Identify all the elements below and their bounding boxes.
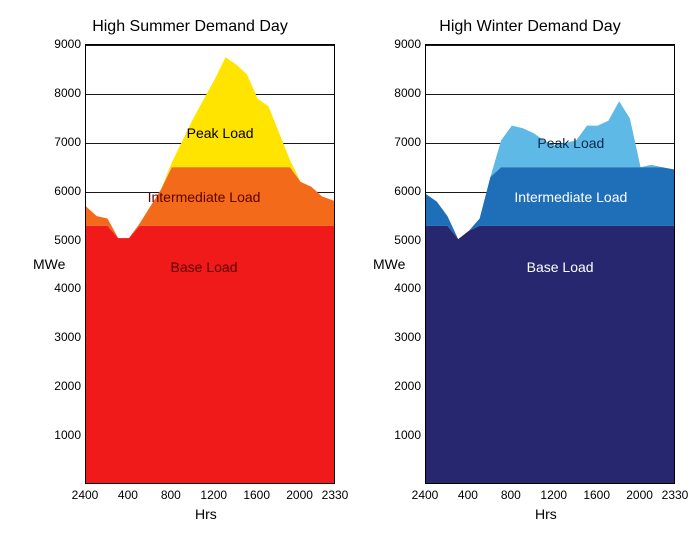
x-tick: 2330 [658, 488, 692, 502]
summer-chart: Base Load Intermediate Load Peak Load 1000… [30, 44, 350, 534]
y-tick: 5000 [381, 233, 421, 247]
y-tick: 9000 [381, 37, 421, 51]
y-tick: 6000 [41, 184, 81, 198]
x-tick: 2400 [408, 488, 442, 502]
winter-plot-box: Base Load Intermediate Load Peak Load [425, 44, 675, 484]
y-tick: 3000 [41, 330, 81, 344]
y-tick: 3000 [381, 330, 421, 344]
summer-panel: High Summer Demand Day Base Load Intermed… [30, 18, 350, 534]
x-tick: 400 [451, 488, 485, 502]
x-tick: 2000 [623, 488, 657, 502]
y-axis-label: MWe [373, 256, 405, 272]
y-tick: 9000 [41, 37, 81, 51]
x-tick: 1600 [580, 488, 614, 502]
x-tick: 400 [111, 488, 145, 502]
x-tick: 1200 [197, 488, 231, 502]
y-tick: 4000 [381, 281, 421, 295]
base-label: Base Load [527, 259, 594, 275]
x-tick: 1600 [240, 488, 274, 502]
y-tick: 5000 [41, 233, 81, 247]
y-tick: 1000 [381, 428, 421, 442]
y-tick: 2000 [381, 379, 421, 393]
winter-panel: High Winter Demand Day Base Load Intermed… [370, 18, 690, 534]
y-tick: 4000 [41, 281, 81, 295]
peak-label: Peak Load [187, 125, 254, 141]
x-axis-label: Hrs [195, 506, 217, 522]
x-tick: 2330 [318, 488, 352, 502]
x-tick: 800 [154, 488, 188, 502]
y-axis-label: MWe [33, 256, 65, 272]
y-tick: 2000 [41, 379, 81, 393]
summer-plot-box: Base Load Intermediate Load Peak Load [85, 44, 335, 484]
y-tick: 7000 [41, 135, 81, 149]
summer-title: High Summer Demand Day [30, 18, 350, 36]
y-tick: 6000 [381, 184, 421, 198]
peak-label: Peak Load [537, 135, 604, 151]
y-tick: 7000 [381, 135, 421, 149]
x-tick: 800 [494, 488, 528, 502]
winter-title: High Winter Demand Day [370, 18, 690, 36]
inter-label: Intermediate Load [148, 189, 261, 205]
y-tick: 8000 [381, 86, 421, 100]
x-axis-label: Hrs [535, 506, 557, 522]
base-label: Base Load [171, 259, 238, 275]
x-tick: 2400 [68, 488, 102, 502]
y-tick: 1000 [41, 428, 81, 442]
inter-label: Intermediate Load [514, 189, 627, 205]
x-tick: 1200 [537, 488, 571, 502]
y-tick: 8000 [41, 86, 81, 100]
winter-chart: Base Load Intermediate Load Peak Load 1000… [370, 44, 690, 534]
x-tick: 2000 [283, 488, 317, 502]
